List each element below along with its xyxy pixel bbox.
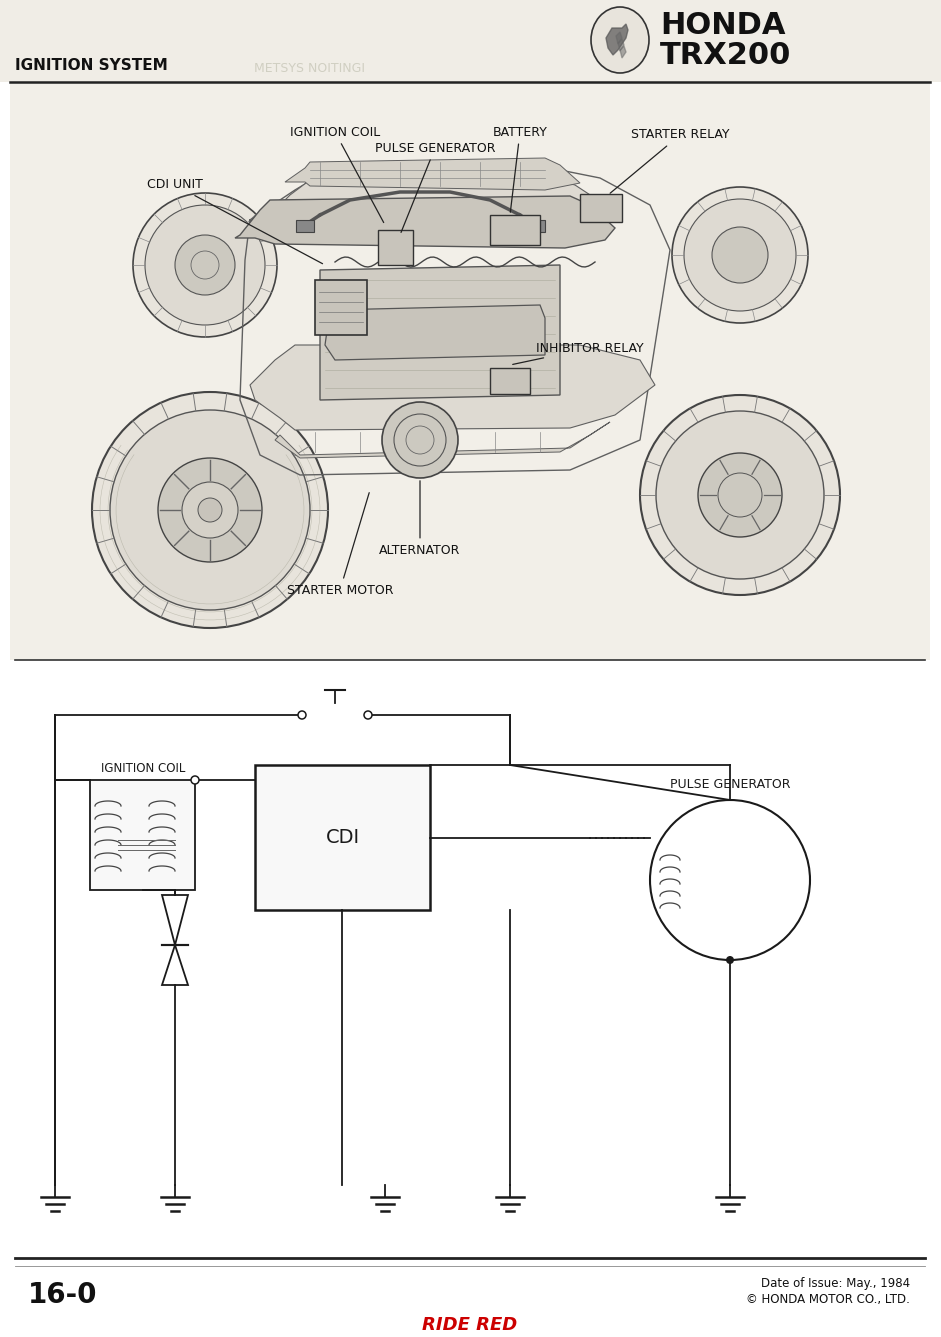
Text: STARTER RELAY: STARTER RELAY: [610, 128, 729, 194]
Polygon shape: [325, 305, 545, 360]
Bar: [580, 194, 622, 222]
Bar: [10, 82, 930, 660]
Polygon shape: [620, 45, 626, 57]
Polygon shape: [235, 197, 615, 247]
Circle shape: [175, 235, 235, 295]
Circle shape: [640, 394, 840, 595]
Bar: [90, 779, 195, 890]
Circle shape: [656, 410, 824, 579]
Polygon shape: [606, 24, 628, 55]
Text: INHIBITOR RELAY: INHIBITOR RELAY: [513, 341, 644, 365]
Ellipse shape: [591, 7, 649, 74]
Polygon shape: [616, 32, 622, 44]
Circle shape: [158, 459, 262, 562]
Text: CDI: CDI: [326, 828, 359, 848]
Polygon shape: [275, 422, 610, 459]
Circle shape: [182, 483, 238, 537]
Bar: [490, 215, 540, 245]
Text: STARTER MOTOR: STARTER MOTOR: [287, 492, 393, 596]
Circle shape: [92, 392, 328, 628]
Circle shape: [110, 410, 310, 610]
Bar: [296, 221, 314, 233]
Circle shape: [145, 205, 265, 325]
Circle shape: [364, 711, 372, 719]
Bar: [255, 765, 430, 910]
Text: METSYS NOITINGI: METSYS NOITINGI: [254, 62, 365, 75]
Text: PULSE GENERATOR: PULSE GENERATOR: [375, 142, 495, 233]
Bar: [378, 230, 413, 265]
Bar: [0, 0, 941, 82]
Circle shape: [298, 711, 306, 719]
Circle shape: [198, 497, 222, 521]
Circle shape: [133, 193, 277, 337]
Text: PULSE GENERATOR: PULSE GENERATOR: [670, 778, 790, 792]
Text: BATTERY: BATTERY: [492, 126, 548, 213]
Polygon shape: [320, 265, 560, 400]
Bar: [315, 279, 367, 336]
Circle shape: [698, 453, 782, 537]
Text: IGNITION COIL: IGNITION COIL: [290, 126, 384, 222]
Text: CDI UNIT: CDI UNIT: [147, 179, 323, 263]
Text: IGNITION COIL: IGNITION COIL: [101, 762, 185, 774]
Polygon shape: [285, 158, 580, 190]
Text: ALTERNATOR: ALTERNATOR: [379, 481, 461, 556]
Polygon shape: [618, 39, 624, 51]
Polygon shape: [250, 345, 655, 431]
Circle shape: [712, 227, 768, 283]
Circle shape: [684, 199, 796, 312]
Circle shape: [382, 402, 458, 479]
Text: RIDE RED: RIDE RED: [423, 1316, 518, 1334]
Text: Date of Issue: May., 1984: Date of Issue: May., 1984: [761, 1277, 910, 1289]
Text: IGNITION SYSTEM: IGNITION SYSTEM: [15, 57, 167, 72]
Text: 16-0: 16-0: [28, 1281, 98, 1309]
Text: HONDA: HONDA: [660, 11, 786, 40]
Text: TRX200: TRX200: [660, 40, 791, 70]
Polygon shape: [265, 175, 610, 235]
Bar: [527, 221, 545, 233]
Circle shape: [726, 956, 734, 964]
Text: © HONDA MOTOR CO., LTD.: © HONDA MOTOR CO., LTD.: [746, 1293, 910, 1306]
Circle shape: [672, 187, 808, 324]
Bar: [490, 368, 530, 394]
Circle shape: [191, 775, 199, 783]
